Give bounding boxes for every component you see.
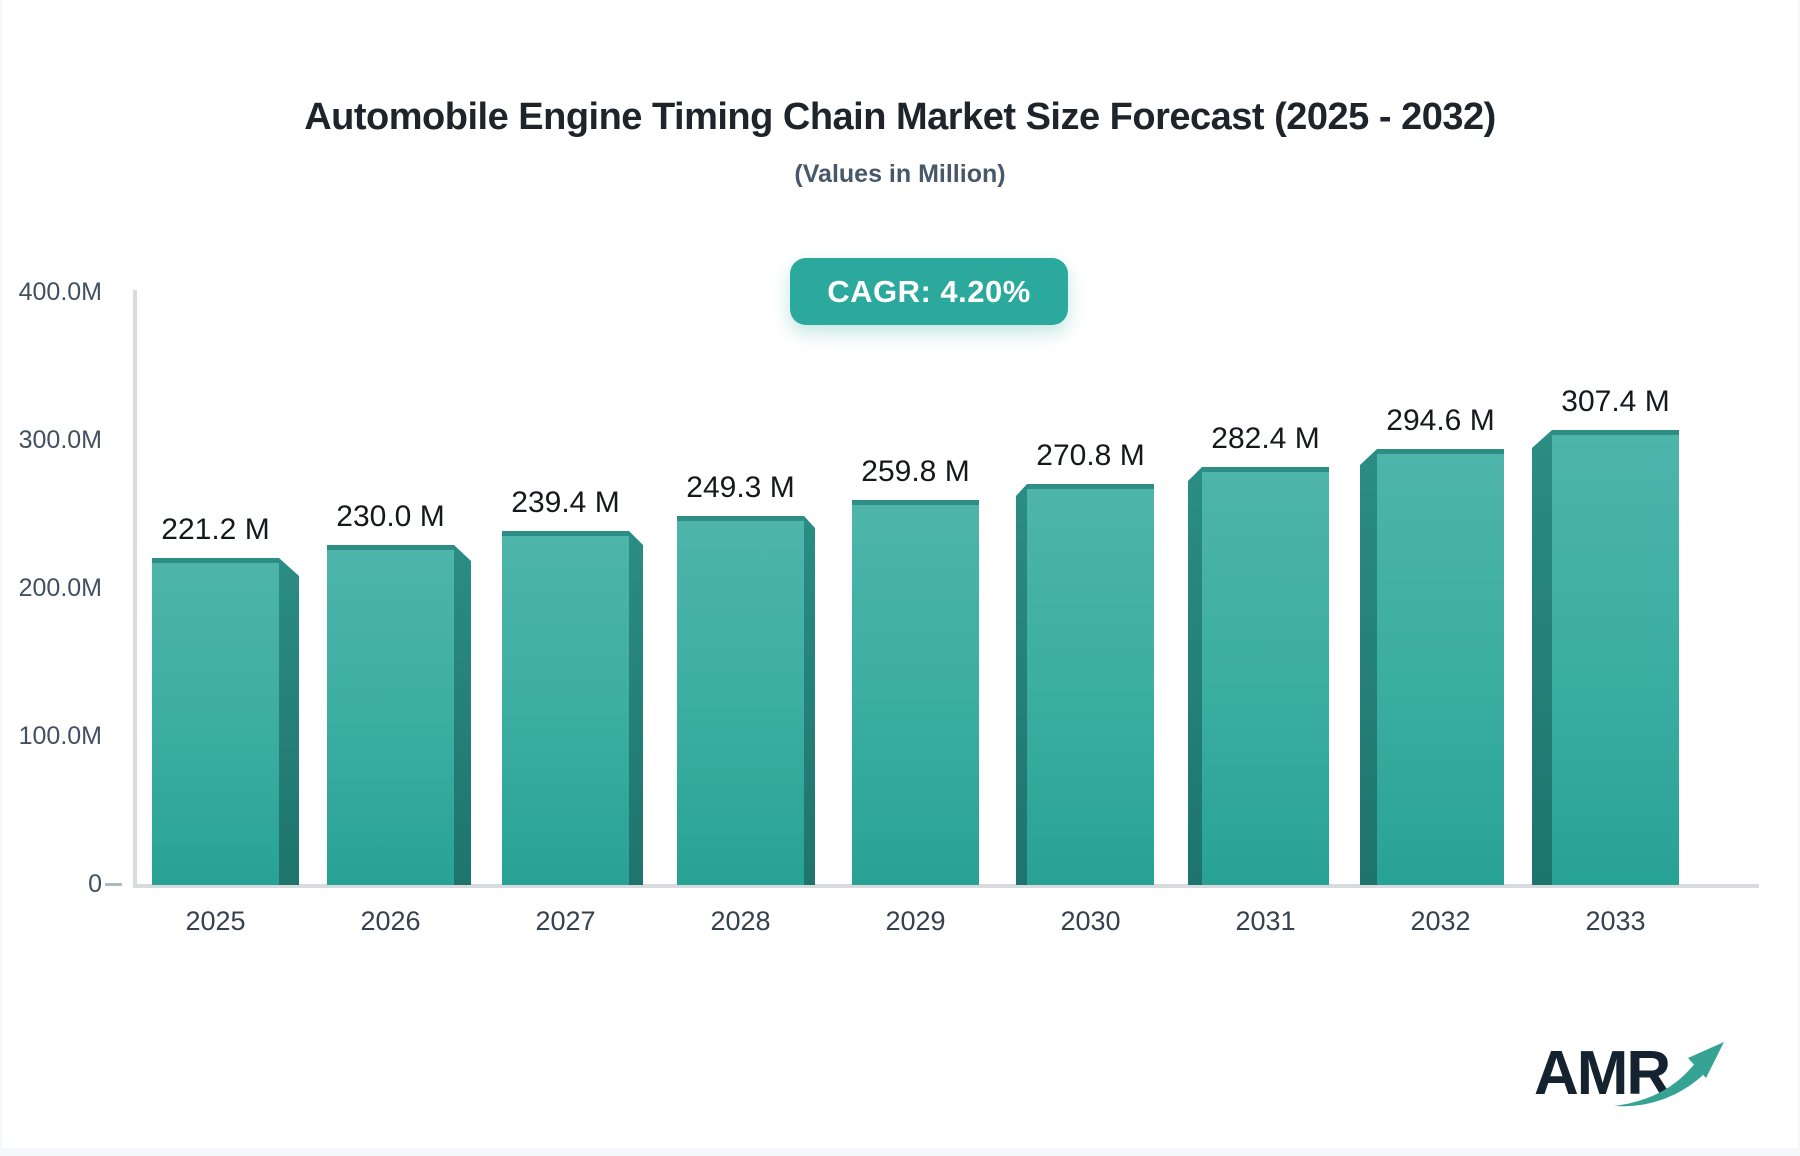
x-axis-label-2032: 2032 [1410,906,1471,936]
cagr-badge: CAGR: 4.20% [790,258,1068,325]
y-axis-tick-label: 0 [88,870,102,898]
bar-2033[interactable] [1552,430,1679,885]
bar-value-label: 221.2 M [161,513,270,546]
y-axis-tick-label: 200.0M [18,574,102,602]
bar-side-face [454,545,471,885]
x-axis-label-2028: 2028 [710,906,771,936]
bar-side-face [1532,430,1552,885]
growth-arrow-icon [1614,1042,1724,1107]
bar-2028[interactable] [677,516,804,885]
bar-side-face [1360,449,1377,885]
x-axis-label-2025: 2025 [185,906,246,936]
bar-2025[interactable] [152,558,279,885]
x-axis-label-2033: 2033 [1585,906,1646,936]
x-axis-label-2029: 2029 [885,906,946,936]
bar-value-label: 249.3 M [686,471,795,504]
bar-value-label: 270.8 M [1036,439,1145,472]
bar-value-label: 259.8 M [861,455,970,488]
x-axis-label-2026: 2026 [360,906,421,936]
bar-value-label: 294.6 M [1386,404,1495,437]
y-axis-line [133,290,137,888]
bar-value-label: 230.0 M [336,500,445,533]
bar-2029[interactable] [852,500,979,885]
cagr-badge-label: CAGR: 4.20% [827,273,1031,309]
x-axis-label-2031: 2031 [1235,906,1296,936]
zero-tick-icon [105,883,122,886]
x-axis-baseline [133,884,1759,888]
y-axis-tick-label: 400.0M [18,278,102,306]
bar-side-face [804,516,815,885]
amr-logo: AMR [1534,1038,1774,1128]
bar-value-label: 282.4 M [1211,422,1320,455]
y-axis-tick-label: 300.0M [18,426,102,454]
x-axis-label-2027: 2027 [535,906,596,936]
bar-side-face [1188,467,1202,885]
bar-side-face [279,558,299,885]
x-axis-label-2030: 2030 [1060,906,1121,936]
bar-2026[interactable] [327,545,454,885]
amr-logo-text: AMR [1534,1039,1671,1108]
bar-2030[interactable] [1027,484,1154,885]
bar-side-face [629,531,643,885]
bar-side-face [1016,484,1027,885]
bar-value-label: 307.4 M [1561,385,1670,418]
bar-2032[interactable] [1377,449,1504,885]
chart-title: Automobile Engine Timing Chain Market Si… [304,96,1496,138]
y-axis-tick-label: 100.0M [18,722,102,750]
chart-subtitle: (Values in Million) [794,160,1006,188]
bar-value-label: 239.4 M [511,486,620,519]
bar-2027[interactable] [502,531,629,885]
bar-2031[interactable] [1202,467,1329,885]
